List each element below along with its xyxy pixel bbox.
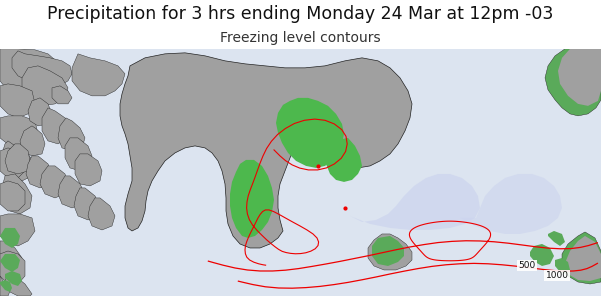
Polygon shape [530, 244, 554, 266]
Polygon shape [42, 108, 70, 144]
Polygon shape [565, 236, 601, 281]
Polygon shape [2, 141, 35, 181]
Polygon shape [558, 49, 601, 106]
Polygon shape [326, 138, 362, 182]
Polygon shape [0, 241, 22, 271]
Polygon shape [368, 234, 412, 270]
Polygon shape [5, 144, 30, 174]
Polygon shape [0, 228, 20, 248]
Polygon shape [74, 188, 100, 220]
Polygon shape [26, 156, 52, 188]
Polygon shape [230, 160, 274, 238]
Polygon shape [0, 148, 25, 178]
Text: Freezing level contours: Freezing level contours [220, 31, 381, 45]
Polygon shape [0, 254, 20, 272]
Polygon shape [0, 49, 60, 101]
Polygon shape [372, 236, 404, 266]
Polygon shape [75, 154, 102, 186]
Polygon shape [548, 231, 565, 246]
Polygon shape [22, 66, 68, 106]
Polygon shape [88, 198, 115, 230]
Polygon shape [12, 51, 72, 88]
Polygon shape [350, 174, 480, 230]
Polygon shape [40, 166, 68, 198]
Text: 500: 500 [519, 261, 535, 270]
Polygon shape [58, 118, 85, 151]
Polygon shape [0, 251, 25, 284]
Polygon shape [28, 98, 52, 126]
Polygon shape [0, 280, 12, 292]
Polygon shape [545, 49, 601, 116]
Polygon shape [562, 232, 601, 284]
Polygon shape [0, 84, 35, 118]
Polygon shape [5, 274, 32, 296]
Polygon shape [72, 54, 125, 96]
Polygon shape [52, 86, 72, 104]
Polygon shape [58, 176, 85, 208]
Polygon shape [0, 116, 38, 148]
Polygon shape [276, 98, 344, 168]
Polygon shape [2, 174, 32, 214]
Polygon shape [0, 214, 35, 246]
Polygon shape [565, 49, 601, 81]
Polygon shape [65, 138, 92, 171]
Polygon shape [0, 276, 10, 296]
Text: 1000: 1000 [546, 271, 569, 280]
Polygon shape [120, 53, 412, 248]
Polygon shape [555, 258, 570, 274]
Polygon shape [460, 174, 562, 234]
Polygon shape [5, 271, 22, 286]
Polygon shape [0, 181, 25, 211]
Text: Precipitation for 3 hrs ending Monday 24 Mar at 12pm -03: Precipitation for 3 hrs ending Monday 24… [47, 5, 554, 23]
Polygon shape [20, 126, 45, 156]
